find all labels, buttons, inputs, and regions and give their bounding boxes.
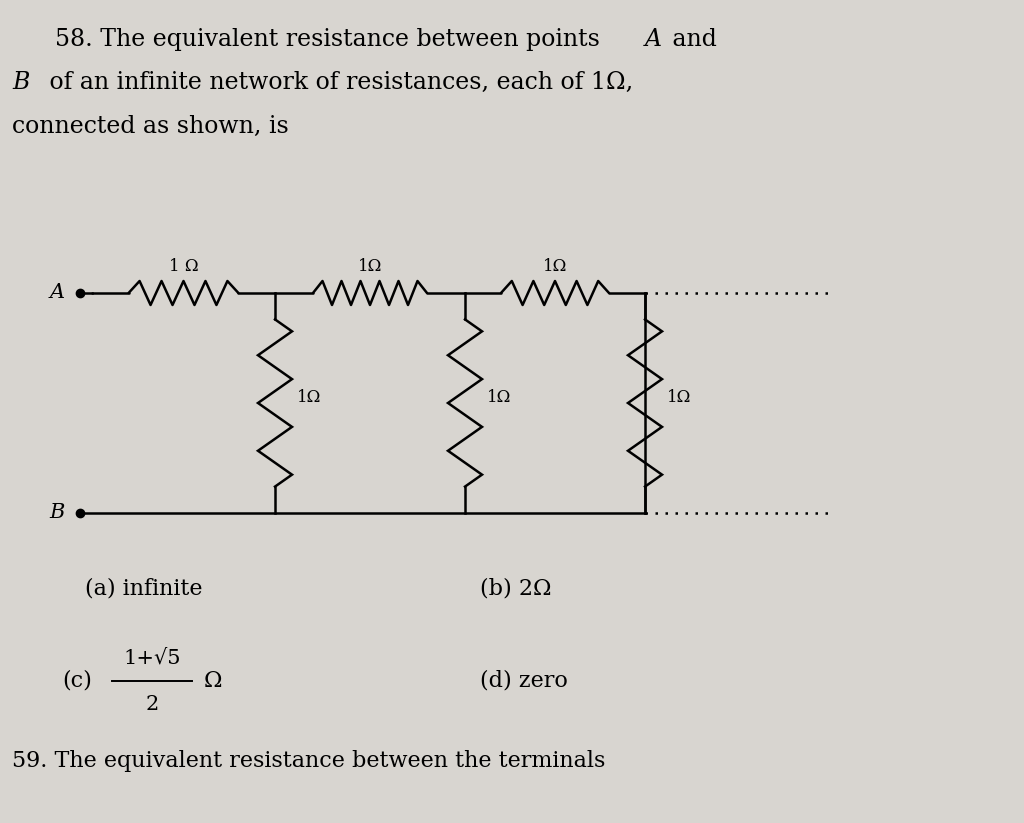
- Text: and: and: [665, 28, 717, 51]
- Text: B: B: [12, 71, 30, 94]
- Text: Ω: Ω: [204, 670, 222, 692]
- Text: (a) infinite: (a) infinite: [85, 577, 203, 599]
- Text: 1Ω: 1Ω: [543, 258, 567, 275]
- Text: 58. The equivalent resistance between points: 58. The equivalent resistance between po…: [55, 28, 607, 51]
- Text: 1+√5: 1+√5: [123, 649, 181, 667]
- Text: 1Ω: 1Ω: [487, 389, 511, 407]
- Text: 1Ω: 1Ω: [357, 258, 382, 275]
- Text: 2: 2: [145, 695, 159, 714]
- Text: connected as shown, is: connected as shown, is: [12, 115, 289, 138]
- Text: B: B: [49, 503, 65, 522]
- Text: 1 Ω: 1 Ω: [169, 258, 199, 275]
- Text: (d) zero: (d) zero: [480, 670, 568, 692]
- Text: A: A: [50, 282, 65, 301]
- Text: (c): (c): [62, 670, 92, 692]
- Text: 1Ω: 1Ω: [667, 389, 691, 407]
- Text: of an infinite network of resistances, each of 1Ω,: of an infinite network of resistances, e…: [42, 71, 633, 94]
- Text: (b) 2Ω: (b) 2Ω: [480, 577, 552, 599]
- Text: 59. The equivalent resistance between the terminals: 59. The equivalent resistance between th…: [12, 750, 605, 772]
- Text: 1Ω: 1Ω: [297, 389, 322, 407]
- Text: A: A: [645, 28, 662, 51]
